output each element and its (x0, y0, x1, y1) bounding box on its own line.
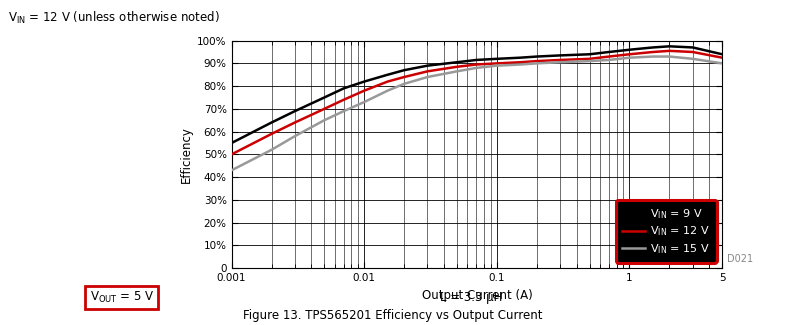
Text: Figure 13. TPS565201 Efficiency vs Output Current: Figure 13. TPS565201 Efficiency vs Outpu… (243, 309, 542, 322)
Legend: $\mathregular{V_{IN}}$ = 9 V, $\mathregular{V_{IN}}$ = 12 V, $\mathregular{V_{IN: $\mathregular{V_{IN}}$ = 9 V, $\mathregu… (615, 200, 717, 263)
Text: D021: D021 (727, 254, 754, 264)
X-axis label: Output Current (A): Output Current (A) (422, 289, 532, 302)
Text: $\mathregular{V_{OUT}}$ = 5 V: $\mathregular{V_{OUT}}$ = 5 V (89, 290, 154, 305)
Text: $\mathregular{V_{IN}}$ = 12 V (unless otherwise noted): $\mathregular{V_{IN}}$ = 12 V (unless ot… (8, 10, 220, 26)
Y-axis label: Efficiency: Efficiency (180, 126, 193, 183)
Text: L = 3.3 μH: L = 3.3 μH (440, 291, 502, 304)
